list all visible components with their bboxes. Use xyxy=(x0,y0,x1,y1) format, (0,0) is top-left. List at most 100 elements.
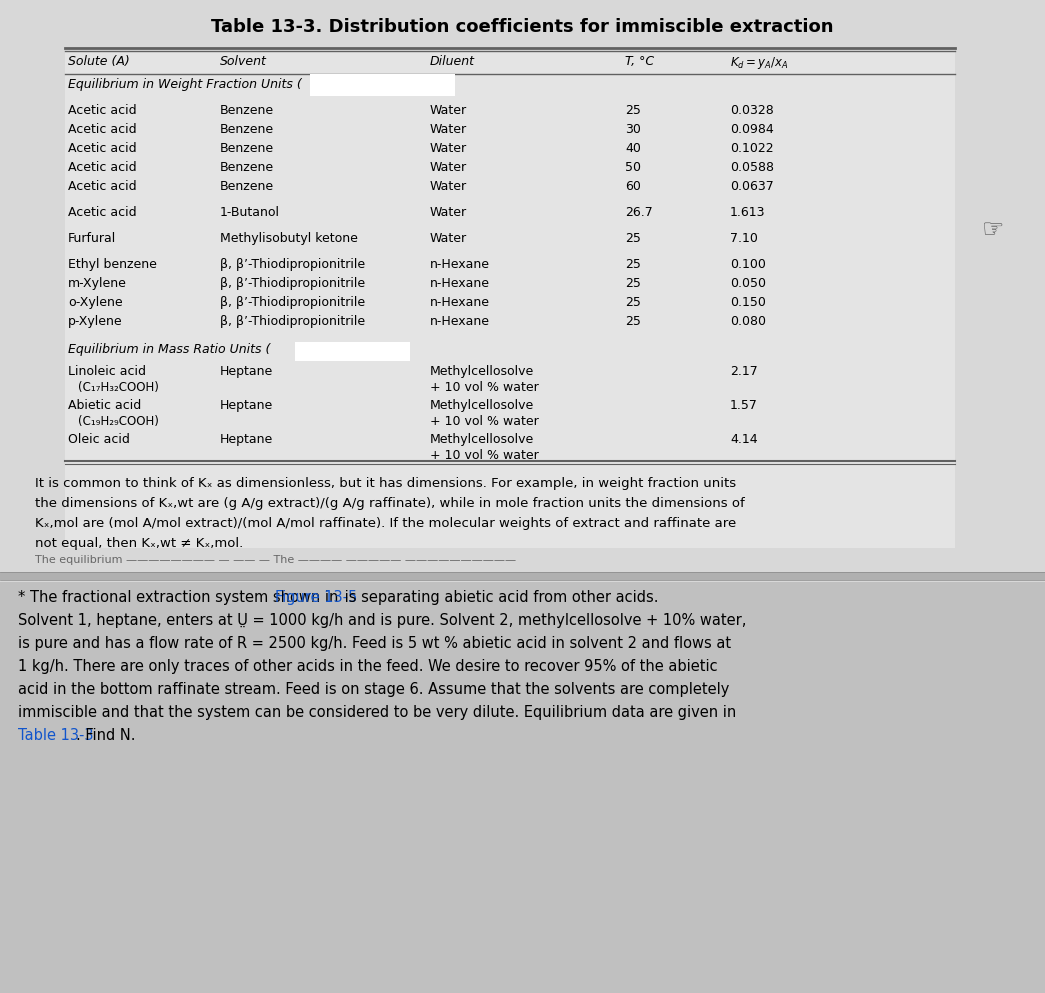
Text: 30: 30 xyxy=(625,123,641,136)
Bar xyxy=(295,342,410,361)
Text: Benzene: Benzene xyxy=(220,104,274,117)
Text: . Find N.: . Find N. xyxy=(76,728,136,743)
Text: + 10 vol % water: + 10 vol % water xyxy=(429,415,539,428)
Text: β, β’-Thiodipropionitrile: β, β’-Thiodipropionitrile xyxy=(220,296,365,309)
Text: Water: Water xyxy=(429,206,467,219)
Text: The equilibrium ———————— — —— — The ———— ————— ——————————: The equilibrium ———————— — —— — The ————… xyxy=(34,555,516,565)
Text: Water: Water xyxy=(429,232,467,245)
Text: Solvent 1, heptane, enters at Ṳ = 1000 kg/h and is pure. Solvent 2, methylcellos: Solvent 1, heptane, enters at Ṳ = 1000 k… xyxy=(18,613,746,628)
Text: Acetic acid: Acetic acid xyxy=(68,123,137,136)
Text: 25: 25 xyxy=(625,296,641,309)
Text: Ethyl benzene: Ethyl benzene xyxy=(68,258,157,271)
Text: m-Xylene: m-Xylene xyxy=(68,277,126,290)
Text: Oleic acid: Oleic acid xyxy=(68,433,130,446)
Text: 25: 25 xyxy=(625,232,641,245)
Text: It is common to think of Kₓ as dimensionless, but it has dimensions. For example: It is common to think of Kₓ as dimension… xyxy=(34,477,736,490)
Text: Solute (A): Solute (A) xyxy=(68,55,130,68)
Text: Equilibrium in Mass Ratio Units (: Equilibrium in Mass Ratio Units ( xyxy=(68,343,271,356)
Text: n-Hexane: n-Hexane xyxy=(429,315,490,328)
Text: 25: 25 xyxy=(625,258,641,271)
Text: ☞: ☞ xyxy=(982,218,1004,242)
Text: 1 kg/h. There are only traces of other acids in the feed. We desire to recover 9: 1 kg/h. There are only traces of other a… xyxy=(18,659,718,674)
Text: β, β’-Thiodipropionitrile: β, β’-Thiodipropionitrile xyxy=(220,258,365,271)
Text: n-Hexane: n-Hexane xyxy=(429,277,490,290)
Text: Acetic acid: Acetic acid xyxy=(68,180,137,193)
Text: immiscible and that the system can be considered to be very dilute. Equilibrium : immiscible and that the system can be co… xyxy=(18,705,737,720)
Text: Heptane: Heptane xyxy=(220,365,273,378)
Text: 25: 25 xyxy=(625,277,641,290)
Text: p-Xylene: p-Xylene xyxy=(68,315,122,328)
Text: Methylcellosolve: Methylcellosolve xyxy=(429,365,534,378)
Text: 40: 40 xyxy=(625,142,641,155)
Text: Abietic acid: Abietic acid xyxy=(68,399,141,412)
Text: Water: Water xyxy=(429,161,467,174)
Text: not equal, then Kₓ,wt ≠ Kₓ,mol.: not equal, then Kₓ,wt ≠ Kₓ,mol. xyxy=(34,537,243,550)
Text: n-Hexane: n-Hexane xyxy=(429,296,490,309)
Text: 25: 25 xyxy=(625,104,641,117)
Text: Heptane: Heptane xyxy=(220,399,273,412)
Text: 2.17: 2.17 xyxy=(730,365,758,378)
Text: Water: Water xyxy=(429,180,467,193)
Text: Benzene: Benzene xyxy=(220,123,274,136)
Text: $K_d = y_A/x_A$: $K_d = y_A/x_A$ xyxy=(730,55,789,71)
Text: Table 13-3. Distribution coefficients for immiscible extraction: Table 13-3. Distribution coefficients fo… xyxy=(211,18,833,36)
Text: Acetic acid: Acetic acid xyxy=(68,142,137,155)
Text: 1.57: 1.57 xyxy=(730,399,758,412)
Text: 60: 60 xyxy=(625,180,641,193)
Text: Acetic acid: Acetic acid xyxy=(68,161,137,174)
Text: Solvent: Solvent xyxy=(220,55,266,68)
Text: 0.0984: 0.0984 xyxy=(730,123,773,136)
Text: 0.0637: 0.0637 xyxy=(730,180,773,193)
Bar xyxy=(0,572,1045,580)
Text: Heptane: Heptane xyxy=(220,433,273,446)
Text: 0.100: 0.100 xyxy=(730,258,766,271)
Text: β, β’-Thiodipropionitrile: β, β’-Thiodipropionitrile xyxy=(220,277,365,290)
Text: Acetic acid: Acetic acid xyxy=(68,104,137,117)
Text: 0.050: 0.050 xyxy=(730,277,766,290)
Text: β, β’-Thiodipropionitrile: β, β’-Thiodipropionitrile xyxy=(220,315,365,328)
Text: Figure 13-5: Figure 13-5 xyxy=(276,590,357,605)
Text: 4.14: 4.14 xyxy=(730,433,758,446)
Text: acid in the bottom raffinate stream. Feed is on stage 6. Assume that the solvent: acid in the bottom raffinate stream. Fee… xyxy=(18,682,729,697)
Text: 0.1022: 0.1022 xyxy=(730,142,773,155)
Text: 50: 50 xyxy=(625,161,641,174)
Bar xyxy=(310,74,455,96)
Text: 0.150: 0.150 xyxy=(730,296,766,309)
Text: Benzene: Benzene xyxy=(220,161,274,174)
Text: Equilibrium in Weight Fraction Units (: Equilibrium in Weight Fraction Units ( xyxy=(68,78,302,91)
Text: Diluent: Diluent xyxy=(429,55,475,68)
Text: 26.7: 26.7 xyxy=(625,206,653,219)
Text: Benzene: Benzene xyxy=(220,142,274,155)
Text: 7.10: 7.10 xyxy=(730,232,758,245)
Text: Methylisobutyl ketone: Methylisobutyl ketone xyxy=(220,232,357,245)
Text: 0.080: 0.080 xyxy=(730,315,766,328)
Text: + 10 vol % water: + 10 vol % water xyxy=(429,449,539,462)
Text: Water: Water xyxy=(429,123,467,136)
Text: Table 13-3: Table 13-3 xyxy=(18,728,93,743)
Text: n-Hexane: n-Hexane xyxy=(429,258,490,271)
Text: o-Xylene: o-Xylene xyxy=(68,296,122,309)
Text: Furfural: Furfural xyxy=(68,232,116,245)
Text: (C₁₉H₂₉COOH): (C₁₉H₂₉COOH) xyxy=(78,415,159,428)
Text: is separating abietic acid from other acids.: is separating abietic acid from other ac… xyxy=(340,590,658,605)
Text: Methylcellosolve: Methylcellosolve xyxy=(429,433,534,446)
Text: (C₁₇H₃₂COOH): (C₁₇H₃₂COOH) xyxy=(78,381,159,394)
Text: Acetic acid: Acetic acid xyxy=(68,206,137,219)
Text: 0.0588: 0.0588 xyxy=(730,161,774,174)
Text: 25: 25 xyxy=(625,315,641,328)
Bar xyxy=(65,48,955,548)
Text: + 10 vol % water: + 10 vol % water xyxy=(429,381,539,394)
Text: the dimensions of Kₓ,wt are (g A/g extract)/(g A/g raffinate), while in mole fra: the dimensions of Kₓ,wt are (g A/g extra… xyxy=(34,497,745,510)
Text: Water: Water xyxy=(429,142,467,155)
Text: Linoleic acid: Linoleic acid xyxy=(68,365,146,378)
Text: 1-Butanol: 1-Butanol xyxy=(220,206,280,219)
Text: is pure and has a flow rate of R = 2500 kg/h. Feed is 5 wt % abietic acid in sol: is pure and has a flow rate of R = 2500 … xyxy=(18,636,731,651)
Text: 1.613: 1.613 xyxy=(730,206,766,219)
Text: Methylcellosolve: Methylcellosolve xyxy=(429,399,534,412)
Bar xyxy=(0,582,1045,993)
Text: T, °C: T, °C xyxy=(625,55,654,68)
Text: Water: Water xyxy=(429,104,467,117)
Text: Kₓ,mol are (mol A/mol extract)/(mol A/mol raffinate). If the molecular weights o: Kₓ,mol are (mol A/mol extract)/(mol A/mo… xyxy=(34,517,737,530)
Text: * The fractional extraction system shown in: * The fractional extraction system shown… xyxy=(18,590,343,605)
Text: Benzene: Benzene xyxy=(220,180,274,193)
